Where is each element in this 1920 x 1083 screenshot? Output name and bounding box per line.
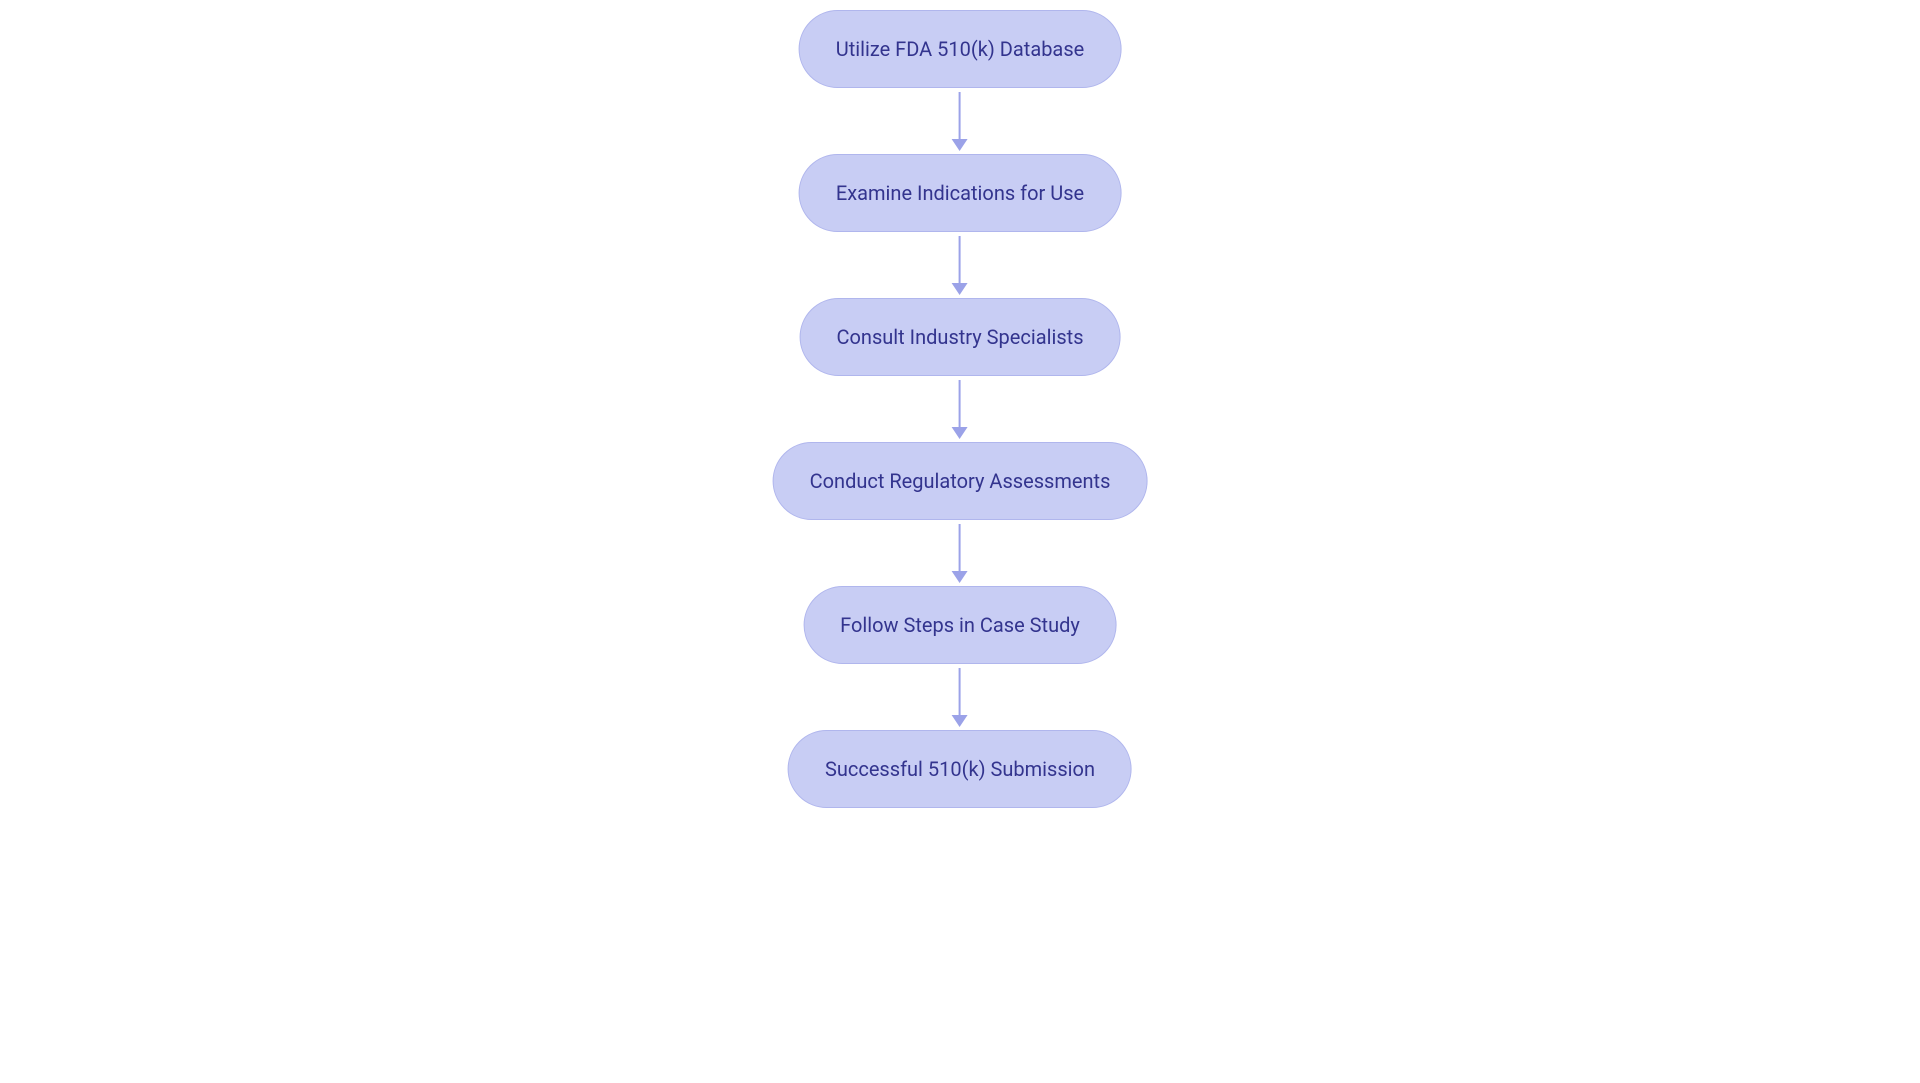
flowchart-node: Successful 510(k) Submission [788, 730, 1132, 808]
flowchart-node: Follow Steps in Case Study [803, 586, 1117, 664]
arrow-head-icon [952, 571, 968, 583]
flowchart-node: Examine Indications for Use [799, 154, 1121, 232]
arrow-line [959, 668, 961, 716]
arrow-head-icon [952, 715, 968, 727]
node-label: Successful 510(k) Submission [825, 757, 1095, 781]
node-label: Examine Indications for Use [836, 181, 1084, 205]
arrow-line [959, 524, 961, 572]
node-label: Follow Steps in Case Study [840, 613, 1080, 637]
flowchart-arrow [952, 520, 968, 586]
flowchart-arrow [952, 664, 968, 730]
flowchart-node: Conduct Regulatory Assessments [773, 442, 1148, 520]
arrow-head-icon [952, 139, 968, 151]
arrow-head-icon [952, 283, 968, 295]
arrow-head-icon [952, 427, 968, 439]
flowchart-arrow [952, 88, 968, 154]
arrow-line [959, 380, 961, 428]
flowchart-arrow [952, 376, 968, 442]
arrow-line [959, 92, 961, 140]
flowchart-container: Utilize FDA 510(k) Database Examine Indi… [773, 10, 1148, 808]
node-label: Conduct Regulatory Assessments [810, 469, 1111, 493]
node-label: Consult Industry Specialists [836, 325, 1083, 349]
flowchart-arrow [952, 232, 968, 298]
flowchart-node: Utilize FDA 510(k) Database [799, 10, 1122, 88]
flowchart-node: Consult Industry Specialists [799, 298, 1120, 376]
arrow-line [959, 236, 961, 284]
node-label: Utilize FDA 510(k) Database [836, 37, 1085, 61]
